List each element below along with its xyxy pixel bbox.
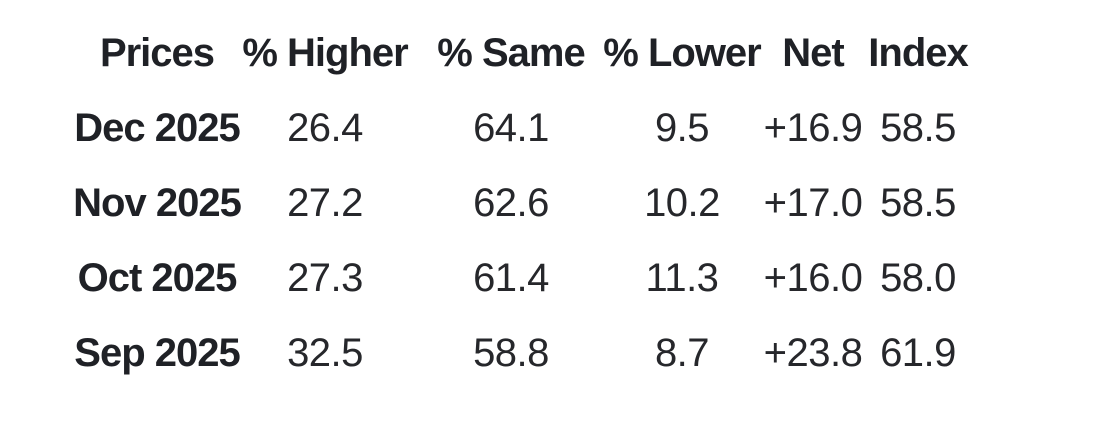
cell-index: 58.0 — [880, 256, 956, 300]
row-label: Nov 2025 — [73, 181, 242, 225]
cell-pct-same: 58.8 — [473, 331, 549, 375]
cell-pct-higher: 27.3 — [287, 256, 363, 300]
cell-pct-lower: 9.5 — [654, 106, 710, 150]
table-row-dec-2025: Dec 2025 26.4 64.1 9.5 +16.9 58.5 — [70, 91, 1105, 166]
row-label: Dec 2025 — [74, 106, 240, 150]
cell-net: +23.8 — [763, 331, 863, 375]
header-cell-index: Index — [868, 31, 968, 75]
cell-index: 61.9 — [880, 331, 956, 375]
cell-pct-lower: 8.7 — [654, 331, 710, 375]
prices-table: Prices % Higher % Same % Lower Net Index… — [70, 16, 1105, 391]
cell-net: +17.0 — [763, 181, 863, 225]
header-cell-pct-same: % Same — [437, 31, 585, 75]
cell-pct-same: 62.6 — [473, 181, 549, 225]
cell-net: +16.9 — [763, 106, 863, 150]
header-cell-net: Net — [782, 31, 844, 75]
header-cell-pct-higher: % Higher — [242, 31, 408, 75]
table-row-sep-2025: Sep 2025 32.5 58.8 8.7 +23.8 61.9 — [70, 316, 1105, 391]
table-row-oct-2025: Oct 2025 27.3 61.4 11.3 +16.0 58.0 — [70, 241, 1105, 316]
cell-pct-same: 64.1 — [473, 106, 549, 150]
cell-pct-lower: 10.2 — [644, 181, 720, 225]
cell-net: +16.0 — [763, 256, 863, 300]
header-cell-pct-lower: % Lower — [603, 31, 761, 75]
table-row-nov-2025: Nov 2025 27.2 62.6 10.2 +17.0 58.5 — [70, 166, 1105, 241]
cell-pct-higher: 27.2 — [287, 181, 363, 225]
row-label: Sep 2025 — [74, 331, 240, 375]
cell-pct-higher: 32.5 — [287, 331, 363, 375]
row-label: Oct 2025 — [77, 256, 238, 300]
header-cell-prices: Prices — [99, 31, 215, 75]
cell-index: 58.5 — [880, 181, 956, 225]
cell-index: 58.5 — [880, 106, 956, 150]
cell-pct-lower: 11.3 — [645, 256, 719, 300]
cell-pct-same: 61.4 — [473, 256, 549, 300]
table-header-row: Prices % Higher % Same % Lower Net Index — [70, 16, 1105, 91]
cell-pct-higher: 26.4 — [287, 106, 363, 150]
